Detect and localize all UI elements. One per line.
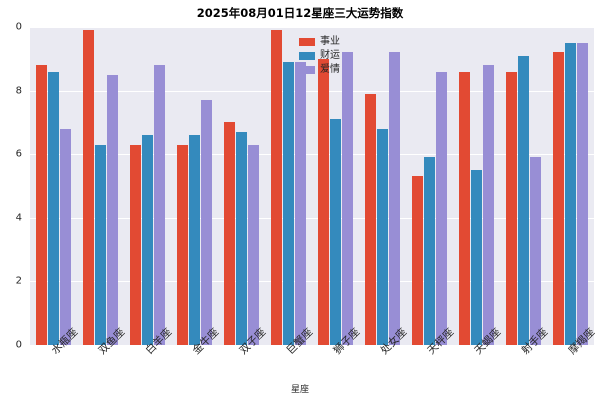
bar [295,61,306,345]
bar [330,119,341,345]
bar [377,128,388,345]
bar [271,30,282,345]
bar [365,93,376,345]
bar [553,52,564,345]
bar [459,71,470,345]
bar [530,157,541,345]
legend-label: 财运 [320,50,340,61]
chart-legend: 事业 财运 爱情 [295,33,344,79]
bar [506,71,517,345]
y-tick-label: 8 [15,85,22,97]
chart-title: 2025年08月01日12星座三大运势指数 [196,6,404,20]
bar [236,131,247,345]
bar [283,61,294,345]
gridline [30,154,594,156]
bar [248,144,259,345]
bar [142,135,153,345]
bar [342,52,353,345]
bar [389,52,400,345]
bar [95,144,106,345]
legend-item: 事业 [299,35,340,49]
bar [48,71,59,345]
bar [177,144,188,345]
legend-swatch [299,52,315,60]
bar [224,122,235,345]
bar [412,176,423,345]
bar [424,157,435,345]
gridline [30,281,594,283]
bar [318,58,329,345]
bar [107,74,118,345]
bar [130,144,141,345]
bar [436,71,447,345]
legend-item: 财运 [299,49,340,63]
y-axis-labels: 0 2 4 6 8 0 [0,22,26,351]
bar [565,42,576,345]
bar-groups [30,27,594,345]
y-tick-label: 0 [15,21,22,33]
bar [154,65,165,345]
bar [471,170,482,345]
y-tick-label: 4 [15,212,22,224]
y-tick-label: 6 [15,148,22,160]
bar [60,128,71,345]
y-tick-label: 0 [15,339,22,351]
legend-swatch [299,66,315,74]
legend-item: 爱情 [299,63,340,77]
bar [189,135,200,345]
gridline [30,217,594,219]
gridline [30,27,594,28]
x-axis-title: 星座 [290,385,309,395]
bar [577,42,588,345]
legend-label: 爱情 [320,64,340,75]
bar [518,55,529,345]
bar [201,100,212,345]
bar [483,65,494,345]
y-tick-label: 2 [15,275,22,287]
bar [36,65,47,345]
legend-swatch [299,38,315,46]
gridline [30,90,594,92]
plot-area [30,27,594,345]
bar [83,30,94,345]
legend-label: 事业 [320,36,340,47]
